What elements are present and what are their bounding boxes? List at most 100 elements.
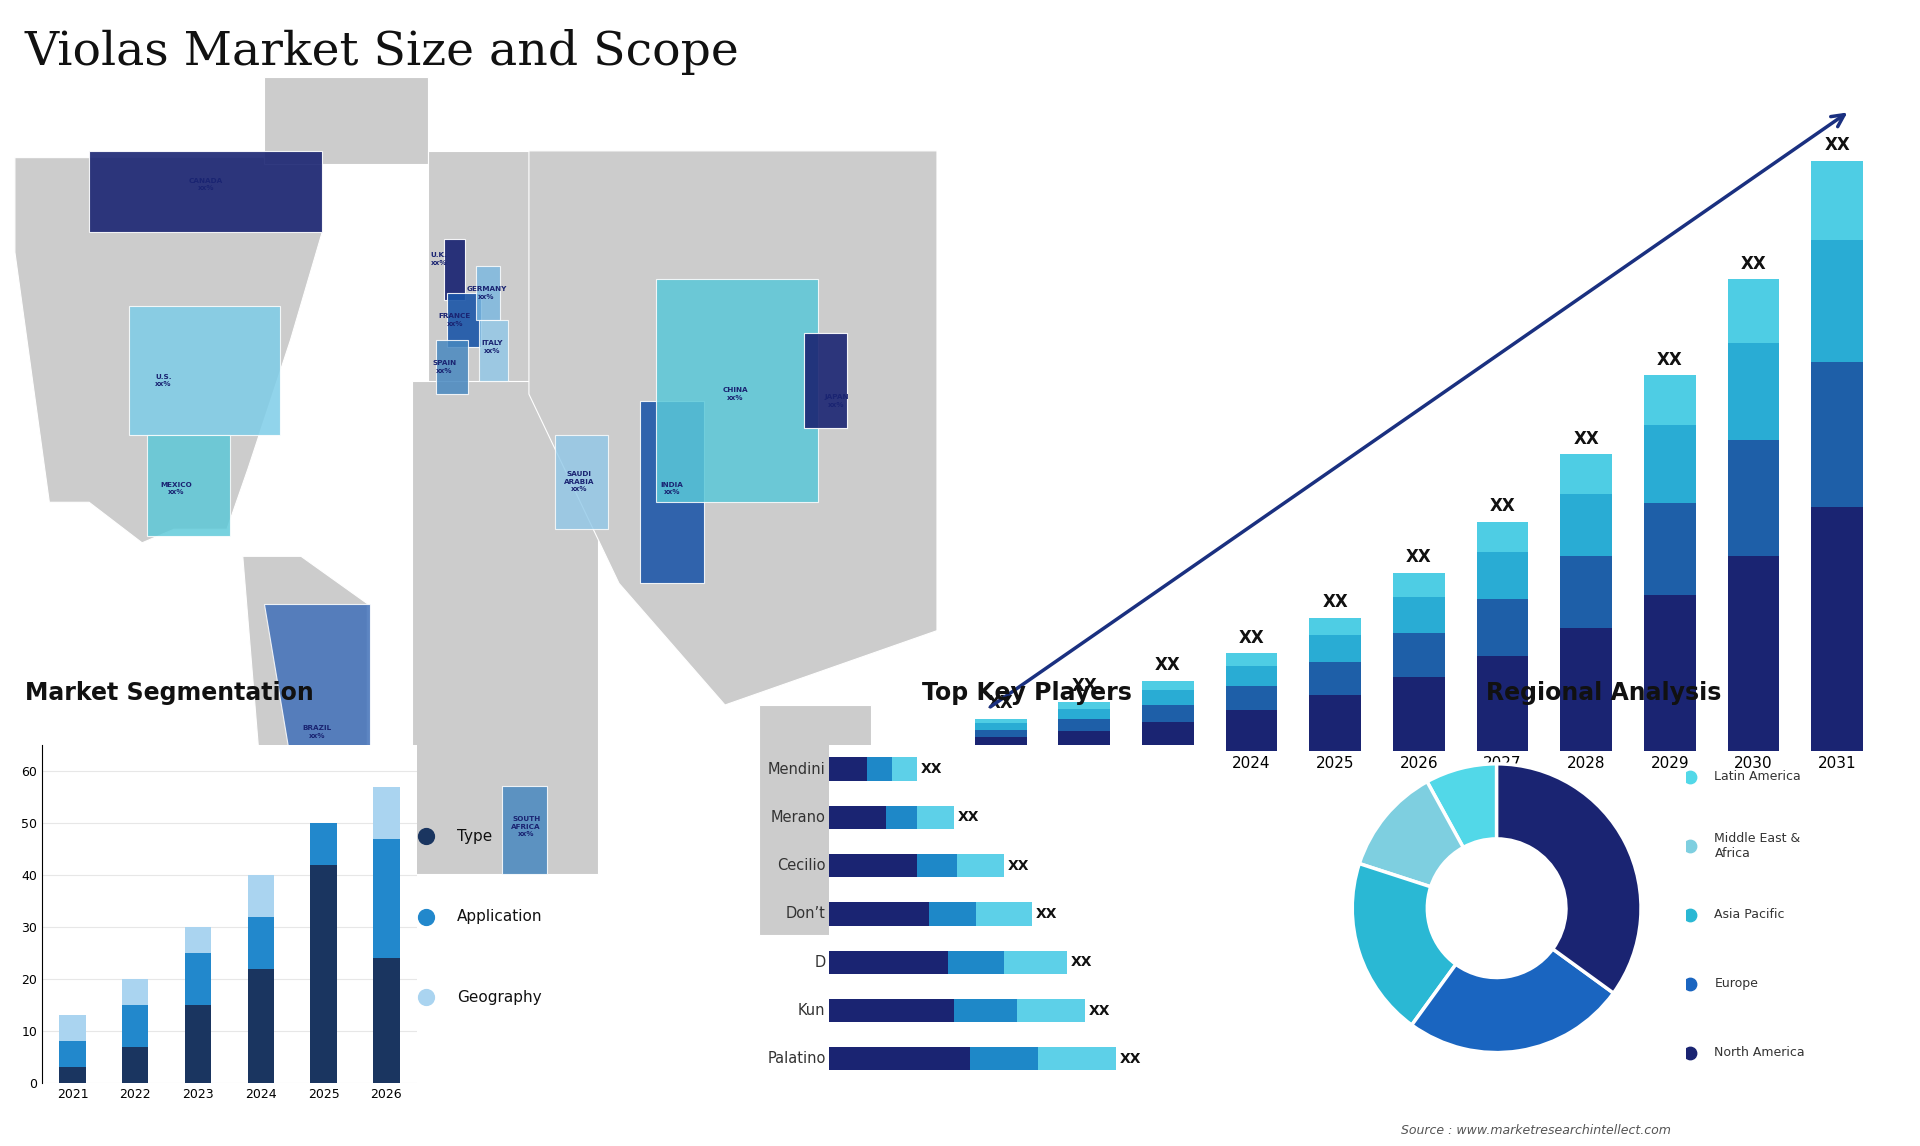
Bar (311, 864, 336, 1083)
Wedge shape (1359, 782, 1463, 887)
Text: XX: XX (1008, 858, 1029, 872)
Point (1674, 1044, 1705, 1062)
Bar (970, 1047, 1039, 1070)
Bar (1811, 160, 1862, 240)
Bar (1728, 280, 1780, 343)
Text: D: D (814, 955, 826, 970)
Bar (829, 999, 954, 1022)
Polygon shape (760, 705, 872, 935)
Bar (1476, 521, 1528, 552)
Text: Source : www.marketresearchintellect.com: Source : www.marketresearchintellect.com (1402, 1124, 1670, 1137)
Bar (1309, 696, 1361, 751)
Bar (1142, 690, 1194, 705)
Polygon shape (269, 786, 323, 1010)
Text: SOUTH
AFRICA
xx%: SOUTH AFRICA xx% (511, 816, 541, 837)
Bar (1476, 552, 1528, 599)
Bar (1142, 722, 1194, 751)
Bar (918, 806, 954, 829)
Point (1674, 768, 1705, 786)
Wedge shape (1498, 764, 1642, 994)
Text: XX: XX (1119, 1052, 1142, 1066)
Bar (184, 953, 211, 1005)
Polygon shape (129, 306, 280, 434)
Text: ARGENTINA
xx%: ARGENTINA xx% (267, 887, 315, 901)
Bar (1811, 507, 1862, 751)
Polygon shape (444, 238, 465, 299)
Bar (829, 1047, 970, 1070)
Bar (1004, 951, 1066, 974)
Text: XX: XX (1037, 906, 1058, 921)
Bar (1058, 701, 1110, 708)
Bar (1309, 635, 1361, 662)
Bar (1225, 666, 1277, 686)
Text: Cecilio: Cecilio (778, 858, 826, 873)
Bar (123, 979, 148, 1005)
Bar (891, 758, 918, 780)
Text: U.S.
xx%: U.S. xx% (156, 374, 171, 387)
Polygon shape (428, 151, 566, 394)
Text: SPAIN
xx%: SPAIN xx% (432, 360, 457, 374)
Text: XX: XX (1238, 629, 1265, 646)
Bar (1476, 599, 1528, 656)
Polygon shape (503, 786, 547, 874)
Bar (1309, 662, 1361, 696)
Text: XX: XX (1069, 956, 1092, 970)
Text: XX: XX (987, 694, 1014, 713)
Bar (184, 927, 211, 953)
Bar (929, 902, 975, 926)
Bar (829, 806, 885, 829)
Wedge shape (1352, 864, 1455, 1025)
Bar (123, 1046, 148, 1083)
Bar (866, 758, 891, 780)
Text: Mendini: Mendini (768, 762, 826, 777)
Bar (1476, 656, 1528, 751)
Polygon shape (555, 434, 609, 529)
Bar (1728, 556, 1780, 751)
Bar (372, 786, 399, 839)
Bar (1561, 455, 1613, 494)
Bar (1058, 731, 1110, 751)
Text: Latin America: Latin America (1715, 770, 1801, 784)
Bar (1811, 362, 1862, 507)
Bar (60, 1042, 86, 1067)
Bar (1058, 708, 1110, 719)
Polygon shape (242, 556, 367, 1010)
Text: Palatino: Palatino (768, 1051, 826, 1066)
Bar (1561, 556, 1613, 628)
Point (1674, 837, 1705, 855)
Text: XX: XX (1490, 497, 1515, 515)
Text: Top Key Players: Top Key Players (922, 681, 1133, 705)
Text: XX: XX (1741, 254, 1766, 273)
Point (1674, 975, 1705, 994)
Bar (1039, 1047, 1117, 1070)
Bar (829, 902, 929, 926)
Polygon shape (15, 158, 323, 543)
Bar (918, 854, 958, 877)
Text: XX: XX (1572, 430, 1599, 448)
Text: Don’t: Don’t (785, 906, 826, 921)
Bar (1309, 618, 1361, 635)
Text: Geography: Geography (457, 990, 541, 1005)
Bar (1225, 653, 1277, 666)
Polygon shape (263, 77, 428, 164)
Polygon shape (639, 401, 705, 583)
Text: Violas Market Size and Scope: Violas Market Size and Scope (25, 29, 739, 74)
Bar (1392, 597, 1446, 634)
Bar (1644, 425, 1695, 503)
Point (411, 908, 442, 926)
Bar (1225, 686, 1277, 709)
Text: SAUDI
ARABIA
xx%: SAUDI ARABIA xx% (564, 471, 595, 493)
Bar (1142, 681, 1194, 690)
Text: XX: XX (1089, 1004, 1110, 1018)
Bar (1392, 634, 1446, 677)
Text: XX: XX (1405, 548, 1432, 566)
Text: MEXICO
xx%: MEXICO xx% (161, 482, 192, 495)
Bar (1018, 999, 1085, 1022)
Polygon shape (657, 280, 818, 502)
Text: Merano: Merano (770, 810, 826, 825)
Bar (1811, 240, 1862, 362)
Bar (975, 719, 1027, 723)
Bar (975, 902, 1033, 926)
Text: GERMANY
xx%: GERMANY xx% (467, 286, 507, 299)
Bar (123, 1005, 148, 1046)
